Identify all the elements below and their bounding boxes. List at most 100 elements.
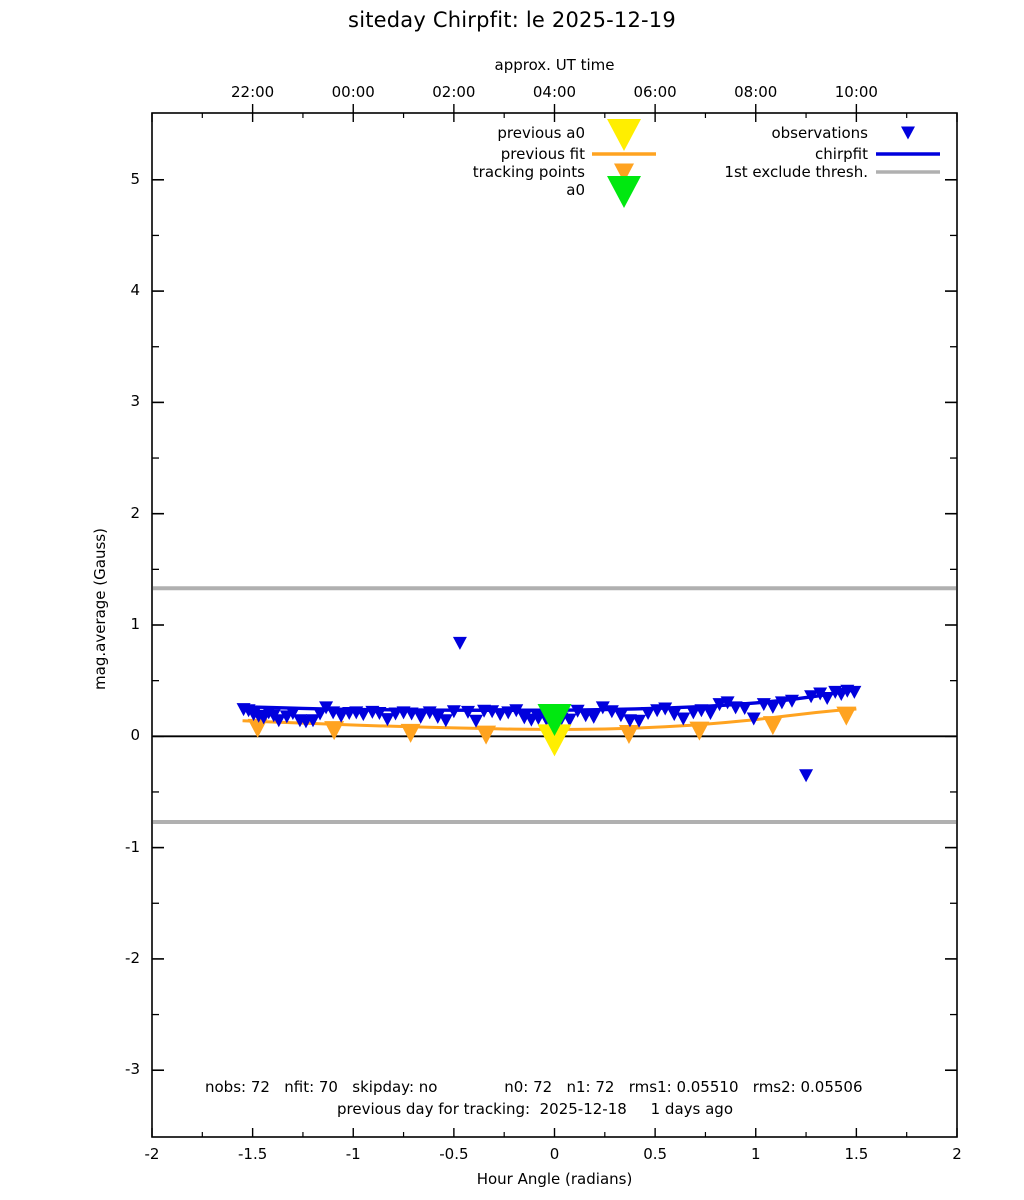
observation-marker <box>737 701 752 715</box>
y-tick-label: -1 <box>125 837 140 856</box>
observation-marker <box>765 700 780 714</box>
ut-tick-label: 00:00 <box>331 83 375 101</box>
observation-marker <box>446 705 461 719</box>
observation-marker <box>380 713 395 727</box>
observation-marker <box>438 714 453 728</box>
legend-left-1-label: previous fit <box>500 145 585 163</box>
observation-marker <box>604 705 619 719</box>
observation-marker <box>676 712 691 726</box>
observation-marker <box>460 705 475 719</box>
y-tick-label: 0 <box>130 726 140 745</box>
observation-marker <box>820 691 835 705</box>
observation-marker <box>595 701 610 715</box>
observation-marker <box>774 696 789 710</box>
legend-left-3-label: a0 <box>566 181 585 199</box>
tracking-point-marker <box>476 725 497 745</box>
legend-left-2-label: tracking points <box>472 163 585 181</box>
observation-marker <box>570 704 585 718</box>
legend-right-0-label: observations <box>771 124 868 142</box>
observation-marker <box>413 710 428 724</box>
observation-marker <box>746 712 761 726</box>
observation-marker <box>422 706 437 720</box>
observation-marker <box>813 687 828 701</box>
x-tick-label: 2 <box>952 1145 962 1163</box>
observation-marker <box>326 706 341 720</box>
top-axis-label: approx. UT time <box>494 56 615 74</box>
x-tick-label: -1 <box>345 1145 361 1163</box>
ut-tick-label: 04:00 <box>532 83 577 101</box>
observation-marker <box>847 685 862 699</box>
observation-marker <box>632 714 647 728</box>
tracking-point-marker <box>836 706 857 726</box>
observation-marker <box>658 702 673 716</box>
y-tick-label: 2 <box>130 503 140 522</box>
observation-marker <box>356 708 371 722</box>
legend-right-1-label: chirpfit <box>815 145 868 163</box>
x-tick-label: 1 <box>750 1145 761 1163</box>
y-tick-label: 1 <box>130 615 140 633</box>
legend-left-0-swatch <box>607 119 641 151</box>
x-tick-label: 1.5 <box>844 1145 869 1163</box>
tracking-point-marker <box>618 725 639 745</box>
ut-tick-label: 08:00 <box>734 83 778 101</box>
observation-marker <box>313 707 328 721</box>
legend-left-0-label: previous a0 <box>497 124 585 142</box>
x-tick-label: -2 <box>144 1145 160 1163</box>
stats-line-2: previous day for tracking: 2025-12-18 1 … <box>337 1100 733 1118</box>
observation-marker <box>641 706 656 720</box>
tracking-point-marker <box>762 716 783 736</box>
observation-marker <box>712 698 727 712</box>
ut-tick-label: 22:00 <box>231 83 275 101</box>
observation-marker <box>334 709 349 723</box>
x-tick-label: 0.5 <box>643 1145 668 1163</box>
legend-right-0-swatch <box>901 126 915 140</box>
tracking-point-marker <box>247 718 268 738</box>
ut-tick-label: 02:00 <box>432 83 476 101</box>
x-tick-label: -0.5 <box>439 1145 469 1163</box>
y-tick-label: 4 <box>130 281 140 300</box>
observation-marker <box>720 696 735 710</box>
observation-marker <box>686 706 701 720</box>
observation-marker <box>452 636 467 650</box>
observation-marker <box>586 710 601 724</box>
y-tick-label: -2 <box>125 948 140 967</box>
observation-marker <box>728 701 743 715</box>
observation-marker <box>501 706 516 720</box>
observation-marker <box>667 708 682 722</box>
observation-marker <box>703 706 718 720</box>
observation-marker <box>804 690 819 704</box>
previous-a0-marker <box>537 724 572 757</box>
observation-marker <box>613 709 628 723</box>
y-tick-label: 5 <box>130 169 140 188</box>
x-tick-label: 0 <box>549 1145 560 1163</box>
tracking-point-marker <box>324 721 345 741</box>
ut-tick-label: 06:00 <box>633 83 677 101</box>
y-tick-label: 3 <box>130 392 140 411</box>
observation-marker <box>430 710 445 724</box>
page-title: siteday Chirpfit: le 2025-12-19 <box>348 8 676 32</box>
observation-marker <box>509 704 524 718</box>
observation-marker <box>306 714 320 728</box>
observation-marker <box>271 714 286 728</box>
observation-marker <box>622 714 637 728</box>
tracking-point-marker <box>400 723 421 743</box>
observation-marker <box>319 701 334 715</box>
a0-marker <box>537 704 572 737</box>
observation-marker <box>372 706 387 720</box>
stats-line-1: nobs: 72 nfit: 70 skipday: no n0: 72 n1:… <box>205 1078 863 1096</box>
y-tick-label: -3 <box>125 1060 140 1079</box>
observation-marker <box>469 714 484 728</box>
legend-left-2-swatch <box>614 163 634 183</box>
observation-marker <box>799 769 814 783</box>
ut-tick-label: 10:00 <box>834 83 878 101</box>
x-axis-label: Hour Angle (radians) <box>476 1170 633 1188</box>
observation-marker <box>404 707 419 721</box>
observation-marker <box>650 704 665 718</box>
legend-right-2-label: 1st exclude thresh. <box>724 163 868 181</box>
tracking-point-marker <box>689 721 710 741</box>
observation-marker <box>493 708 508 722</box>
observation-marker <box>784 694 799 708</box>
x-tick-label: -1.5 <box>237 1145 268 1163</box>
